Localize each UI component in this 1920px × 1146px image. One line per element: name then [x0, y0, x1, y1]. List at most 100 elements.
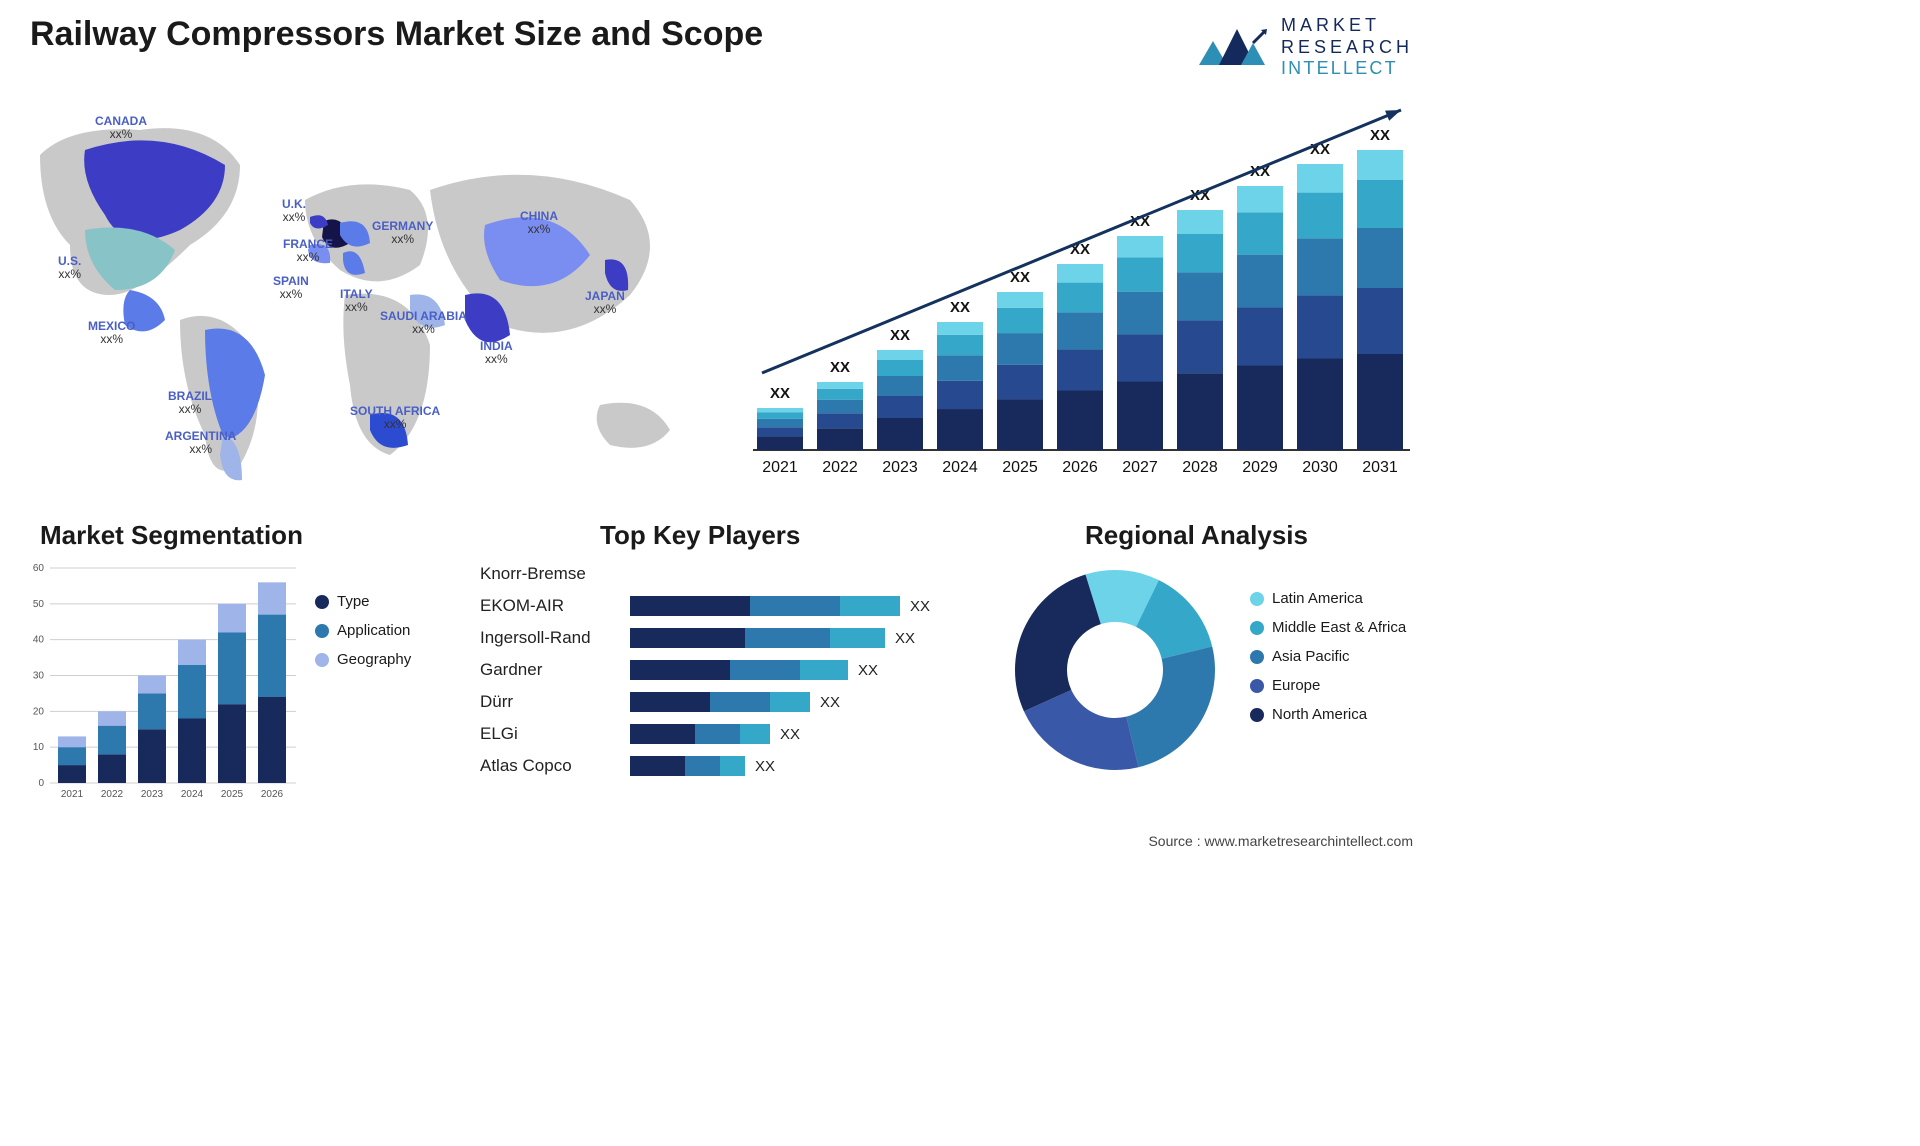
main-bar-2029-seg3 [1237, 212, 1283, 254]
player-seg [800, 660, 848, 680]
main-bar-2023-seg4 [877, 350, 923, 360]
seg-bar-2021-geography [58, 736, 86, 747]
player-bar [630, 756, 745, 776]
map-label-brazil: BRAZILxx% [168, 390, 212, 416]
main-bar-2027-seg3 [1117, 257, 1163, 291]
player-row-knorr-bremse: Knorr-Bremse [480, 558, 970, 590]
main-year-2030: 2030 [1302, 459, 1338, 476]
main-bar-2022-seg0 [817, 428, 863, 450]
player-name: Knorr-Bremse [480, 564, 630, 584]
player-name: EKOM-AIR [480, 596, 630, 616]
main-bar-2031-seg1 [1357, 288, 1403, 354]
player-row-ingersoll-rand: Ingersoll-RandXX [480, 622, 970, 654]
svg-text:20: 20 [33, 706, 45, 717]
seg-bar-2021-type [58, 765, 86, 783]
main-year-2026: 2026 [1062, 459, 1098, 476]
player-bar [630, 628, 885, 648]
player-row-atlas-copco: Atlas Copco XX [480, 750, 970, 782]
map-label-italy: ITALYxx% [340, 288, 373, 314]
main-bar-2029-seg0 [1237, 366, 1283, 450]
svg-text:50: 50 [33, 599, 45, 610]
main-bar-2027-seg4 [1117, 236, 1163, 257]
player-seg [730, 660, 800, 680]
seg-bar-2022-type [98, 754, 126, 783]
region-legend-middle-east-africa: Middle East & Africa [1250, 619, 1406, 636]
main-bar-label-2023: XX [890, 327, 910, 344]
main-year-2023: 2023 [882, 459, 918, 476]
main-bar-2030-seg3 [1297, 193, 1343, 239]
map-label-u-k-: U.K.xx% [282, 198, 306, 224]
main-bar-label-2021: XX [770, 385, 790, 402]
player-bar [630, 692, 810, 712]
map-label-france: FRANCExx% [283, 238, 333, 264]
main-growth-chart: XX2021XX2022XX2023XX2024XX2025XX2026XX20… [745, 100, 1410, 485]
page-title: Railway Compressors Market Size and Scop… [30, 15, 763, 54]
player-row-d-rr: DürrXX [480, 686, 970, 718]
main-bar-label-2024: XX [950, 299, 970, 316]
main-bar-2030-seg4 [1297, 164, 1343, 193]
player-value: XX [910, 598, 930, 615]
player-seg [695, 724, 740, 744]
main-bar-2028-seg1 [1177, 320, 1223, 373]
map-label-spain: SPAINxx% [273, 275, 309, 301]
player-seg [720, 756, 745, 776]
main-year-2025: 2025 [1002, 459, 1038, 476]
main-year-2027: 2027 [1122, 459, 1158, 476]
player-seg [685, 756, 720, 776]
seg-bar-2021-application [58, 747, 86, 765]
main-bar-2021-seg1 [757, 427, 803, 436]
map-label-germany: GERMANYxx% [372, 220, 433, 246]
player-seg [750, 596, 840, 616]
svg-text:10: 10 [33, 742, 45, 753]
player-value: XX [858, 662, 878, 679]
region-legend-latin-america: Latin America [1250, 590, 1406, 607]
seg-bar-2025-type [218, 704, 246, 783]
main-bar-2027-seg1 [1117, 334, 1163, 381]
main-bar-label-2022: XX [830, 359, 850, 376]
main-bar-2028-seg4 [1177, 210, 1223, 234]
svg-text:2023: 2023 [141, 789, 164, 800]
player-bar [630, 724, 770, 744]
player-seg [630, 660, 730, 680]
svg-text:2026: 2026 [261, 789, 284, 800]
seg-bar-2023-geography [138, 676, 166, 694]
segmentation-svg: 0102030405060202120222023202420252026 [20, 558, 310, 808]
main-bar-label-2025: XX [1010, 269, 1030, 286]
player-seg [740, 724, 770, 744]
region-legend-europe: Europe [1250, 677, 1406, 694]
logo-icon [1197, 21, 1269, 73]
seg-bar-2024-application [178, 665, 206, 719]
seg-legend-type: Type [315, 593, 411, 610]
logo-line3: INTELLECT [1281, 58, 1413, 80]
seg-bar-2025-geography [218, 604, 246, 633]
player-value: XX [755, 758, 775, 775]
main-bar-2028-seg3 [1177, 234, 1223, 272]
segmentation-legend: TypeApplicationGeography [315, 593, 411, 680]
main-bar-2022-seg1 [817, 413, 863, 428]
donut-svg [1000, 555, 1230, 785]
main-bar-2021-seg4 [757, 408, 803, 412]
main-bar-2027-seg2 [1117, 292, 1163, 335]
main-bar-2030-seg2 [1297, 238, 1343, 295]
heading-key-players: Top Key Players [600, 520, 800, 551]
main-bar-2021-seg2 [757, 419, 803, 427]
key-players-chart: Knorr-BremseEKOM-AIRXXIngersoll-RandXXGa… [480, 558, 970, 818]
map-label-saudi-arabia: SAUDI ARABIAxx% [380, 310, 467, 336]
main-bar-2024-seg1 [937, 381, 983, 409]
player-row-ekom-air: EKOM-AIR XX [480, 590, 970, 622]
main-chart-svg: XX2021XX2022XX2023XX2024XX2025XX2026XX20… [745, 100, 1410, 485]
main-bar-2028-seg2 [1177, 272, 1223, 320]
main-bar-2024-seg0 [937, 409, 983, 450]
player-name: Dürr [480, 692, 630, 712]
seg-bar-2023-application [138, 693, 166, 729]
segmentation-chart: 0102030405060202120222023202420252026 Ty… [20, 558, 450, 818]
player-name: Atlas Copco [480, 756, 630, 776]
source-line: Source : www.marketresearchintellect.com [1148, 833, 1413, 849]
map-label-mexico: MEXICOxx% [88, 320, 135, 346]
logo-text: MARKET RESEARCH INTELLECT [1281, 15, 1413, 80]
player-seg [630, 628, 745, 648]
main-bar-2024-seg4 [937, 322, 983, 335]
main-bar-2026-seg0 [1057, 390, 1103, 450]
player-seg [630, 756, 685, 776]
player-seg [710, 692, 770, 712]
